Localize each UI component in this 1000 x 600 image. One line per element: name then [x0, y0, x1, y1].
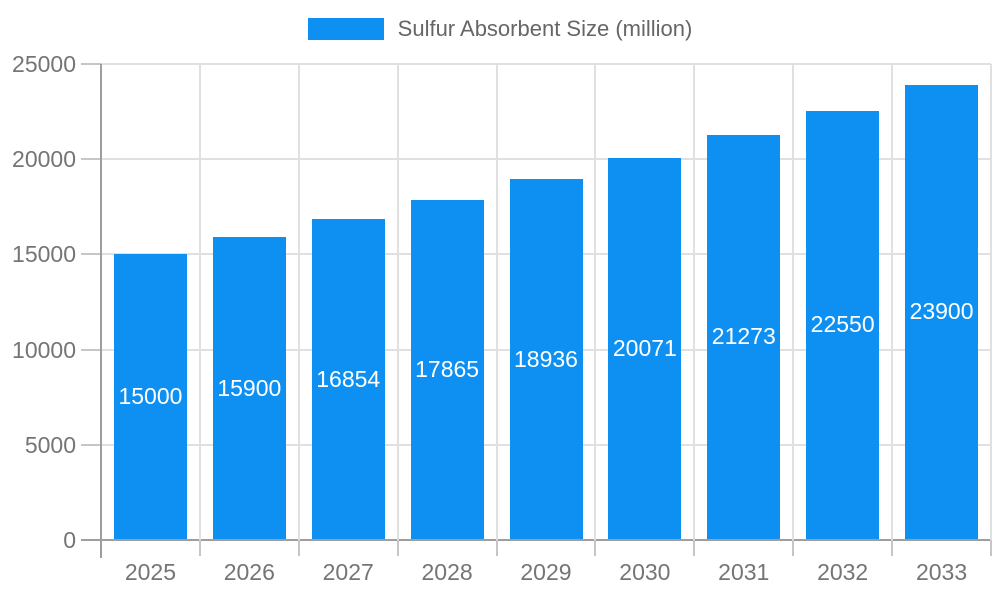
y-axis-tick — [81, 253, 101, 256]
x-gridline — [396, 64, 399, 540]
y-axis-line — [100, 64, 102, 558]
x-axis-tick-label: 2027 — [322, 559, 374, 585]
x-axis-tick-label: 2032 — [817, 559, 869, 585]
x-axis-tick-label: 2026 — [223, 559, 275, 585]
x-axis-tick-label: 2029 — [520, 559, 572, 585]
bar-value-label: 22550 — [810, 311, 875, 338]
bar-value-label: 16854 — [316, 365, 381, 392]
legend-swatch — [307, 18, 384, 40]
x-axis-tick-label: 2031 — [718, 559, 770, 585]
x-gridline — [594, 64, 597, 540]
y-axis-tick-label: 5000 — [24, 431, 76, 458]
bar[interactable]: 23900 — [905, 84, 979, 539]
bar-value-label: 21273 — [711, 323, 776, 350]
x-axis-tick — [198, 540, 201, 556]
x-gridline — [297, 64, 300, 540]
y-axis-tick — [81, 443, 101, 446]
bar-value-label: 15000 — [118, 383, 183, 410]
y-axis-tick — [81, 63, 101, 65]
bar[interactable]: 21273 — [707, 134, 781, 539]
y-axis-tick — [81, 158, 101, 161]
x-axis-tick-label: 2025 — [124, 559, 177, 585]
bar[interactable]: 15000 — [113, 254, 187, 539]
x-gridline — [891, 64, 894, 540]
x-axis-tick — [693, 540, 696, 556]
bar[interactable]: 17865 — [410, 199, 484, 539]
y-axis-tick-label: 25000 — [12, 51, 76, 77]
bar-value-label: 20071 — [612, 334, 677, 361]
bar[interactable]: 22550 — [806, 110, 880, 539]
bar-value-label: 18936 — [514, 345, 578, 372]
x-gridline — [693, 64, 696, 540]
x-gridline — [990, 64, 992, 540]
y-gridline — [101, 158, 991, 161]
y-axis-tick-label: 10000 — [12, 336, 76, 363]
x-axis-tick — [495, 540, 498, 556]
x-axis-tick — [396, 540, 399, 556]
x-axis-tick — [792, 540, 795, 556]
y-axis-tick-label: 15000 — [12, 241, 76, 268]
bar[interactable]: 15900 — [212, 237, 286, 539]
legend-label: Sulfur Absorbent Size (million) — [397, 16, 693, 41]
x-axis-tick — [594, 540, 597, 556]
x-axis-tick-label: 2028 — [421, 559, 473, 585]
x-axis-tick — [297, 540, 300, 556]
bar[interactable]: 18936 — [509, 179, 583, 539]
x-axis-baseline — [81, 539, 991, 541]
y-gridline — [101, 63, 991, 65]
y-axis-tick-label: 0 — [63, 527, 76, 553]
x-gridline — [792, 64, 795, 540]
legend[interactable]: Sulfur Absorbent Size (million) — [0, 16, 1000, 42]
bar[interactable]: 20071 — [608, 157, 682, 539]
x-axis-tick-label: 2030 — [619, 559, 671, 585]
x-axis-tick — [891, 540, 894, 556]
bar-value-label: 17865 — [415, 355, 480, 382]
x-gridline — [198, 64, 201, 540]
bar-value-label: 15900 — [217, 374, 282, 401]
bar[interactable]: 16854 — [311, 219, 385, 539]
y-axis-tick — [81, 348, 101, 351]
x-axis-tick — [990, 540, 992, 556]
x-axis-tick-label: 2033 — [915, 559, 968, 585]
x-gridline — [495, 64, 498, 540]
bar-value-label: 23900 — [909, 298, 974, 325]
y-axis-tick-label: 20000 — [12, 146, 76, 173]
